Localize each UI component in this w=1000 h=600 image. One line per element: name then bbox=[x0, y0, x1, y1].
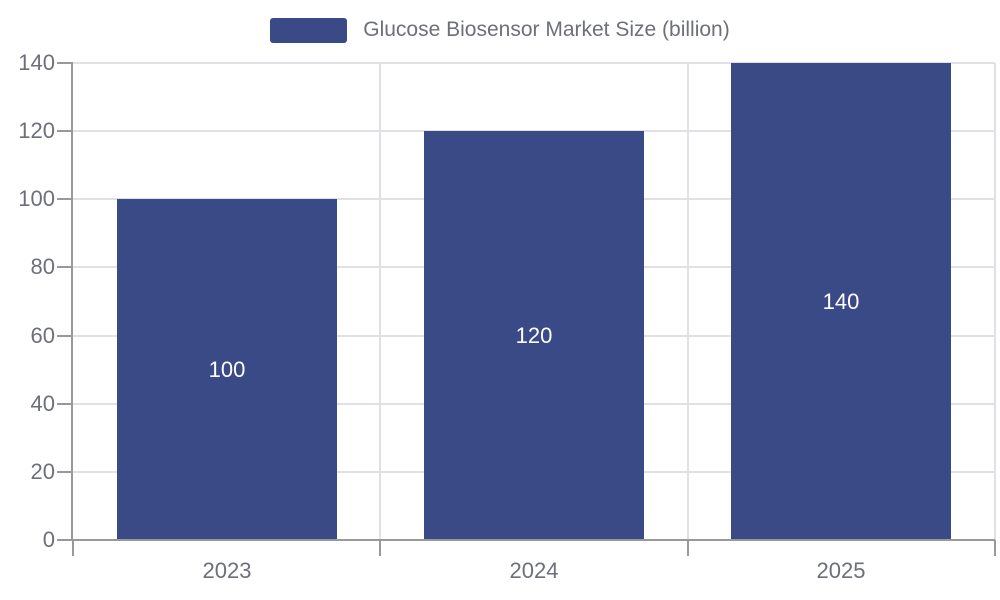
gridline-vertical bbox=[379, 63, 381, 540]
bar-value-label: 120 bbox=[515, 322, 553, 348]
gridline-vertical bbox=[687, 63, 689, 540]
y-axis-tick bbox=[57, 471, 73, 473]
y-axis-tick bbox=[57, 62, 73, 64]
y-axis-tick bbox=[57, 130, 73, 132]
y-axis-label: 20 bbox=[30, 459, 55, 484]
y-axis-tick bbox=[57, 266, 73, 268]
y-axis-tick bbox=[57, 403, 73, 405]
x-axis-tick bbox=[379, 540, 381, 556]
legend-label: Glucose Biosensor Market Size (billion) bbox=[363, 18, 730, 41]
y-axis-tick bbox=[57, 539, 73, 541]
y-axis-label: 140 bbox=[18, 50, 55, 75]
bar-value-label: 140 bbox=[822, 288, 860, 314]
y-axis-tick bbox=[57, 335, 73, 337]
x-axis-label: 2023 bbox=[202, 558, 252, 583]
y-axis-line bbox=[71, 63, 73, 540]
gridline-vertical bbox=[994, 63, 996, 540]
x-axis-line bbox=[71, 539, 995, 541]
legend-item[interactable]: Glucose Biosensor Market Size (billion) bbox=[0, 16, 1000, 44]
x-axis-tick bbox=[687, 540, 689, 556]
bar-value-label: 100 bbox=[208, 356, 246, 382]
bar: 120 bbox=[424, 131, 644, 540]
y-axis-label: 40 bbox=[30, 391, 55, 416]
x-axis-tick bbox=[72, 540, 74, 556]
y-axis-label: 100 bbox=[18, 186, 55, 211]
x-axis-tick bbox=[994, 540, 996, 556]
bar: 100 bbox=[117, 199, 337, 540]
legend-swatch-icon bbox=[270, 17, 348, 43]
y-axis-label: 120 bbox=[18, 118, 55, 143]
x-axis-label: 2025 bbox=[816, 558, 866, 583]
y-axis-label: 0 bbox=[42, 527, 55, 552]
y-axis-tick bbox=[57, 198, 73, 200]
y-axis-label: 80 bbox=[30, 254, 55, 279]
y-axis-label: 60 bbox=[30, 323, 55, 348]
bar: 140 bbox=[731, 63, 951, 540]
x-axis-label: 2024 bbox=[509, 558, 559, 583]
gridline-horizontal bbox=[73, 62, 995, 64]
